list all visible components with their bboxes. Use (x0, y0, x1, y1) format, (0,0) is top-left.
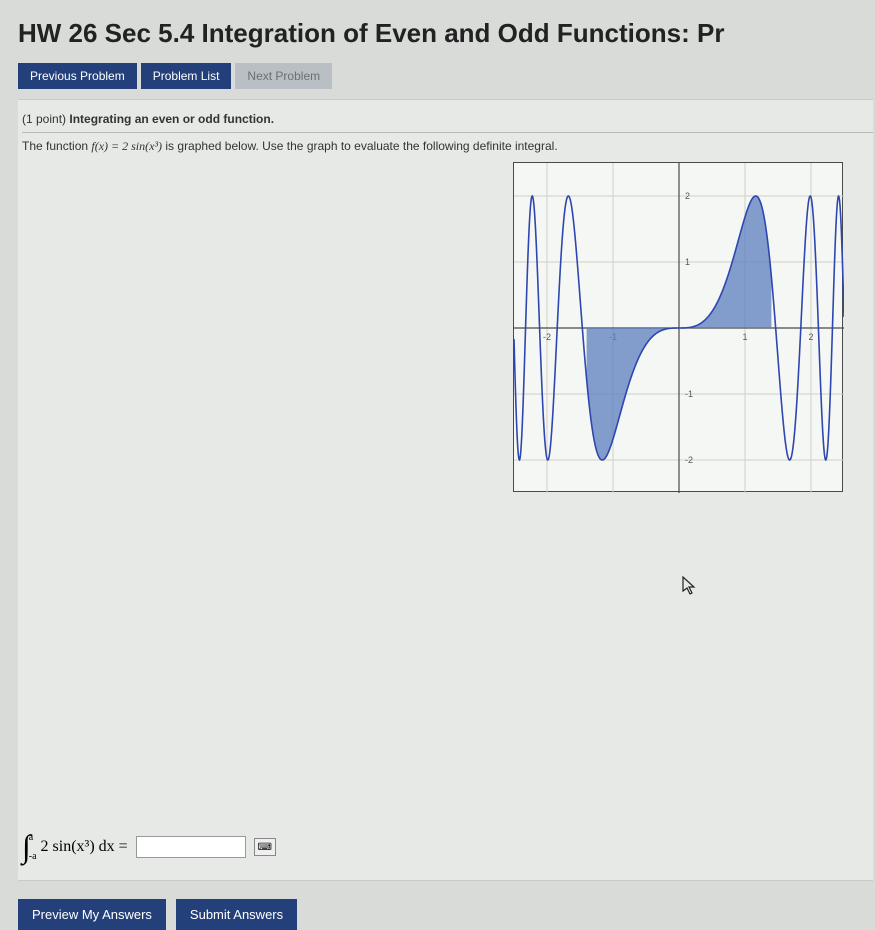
problem-nav: Previous Problem Problem List Next Probl… (18, 63, 875, 89)
svg-text:2: 2 (685, 191, 690, 201)
function-expression: f(x) = 2 sin(x³) (91, 139, 162, 153)
integral-expression: ∫ a -a 2 sin(x³) dx = (22, 832, 128, 862)
footer-buttons: Preview My Answers Submit Answers (18, 899, 875, 930)
points-label: (1 point) (22, 112, 69, 126)
svg-text:-2: -2 (685, 455, 693, 465)
graph-container: -2-112-2-112 (513, 162, 843, 492)
problem-content: (1 point) Integrating an even or odd fun… (18, 99, 873, 881)
integrand-text: 2 sin(x³) dx = (41, 838, 128, 856)
problem-list-button[interactable]: Problem List (141, 63, 232, 89)
problem-subtitle: Integrating an even or odd function. (69, 112, 274, 126)
problem-heading: (1 point) Integrating an even or odd fun… (22, 108, 873, 133)
page-title: HW 26 Sec 5.4 Integration of Even and Od… (18, 18, 875, 49)
integral-symbol: ∫ (22, 834, 31, 860)
problem-statement: The function f(x) = 2 sin(x³) is graphed… (22, 133, 873, 154)
submit-answers-button[interactable]: Submit Answers (176, 899, 297, 930)
svg-text:2: 2 (808, 332, 813, 342)
svg-text:1: 1 (742, 332, 747, 342)
preview-answers-button[interactable]: Preview My Answers (18, 899, 166, 930)
next-problem-button: Next Problem (235, 63, 332, 89)
function-graph: -2-112-2-112 (513, 162, 843, 492)
previous-problem-button[interactable]: Previous Problem (18, 63, 137, 89)
keyboard-icon[interactable]: ⌨ (254, 838, 276, 856)
cursor-icon (682, 576, 698, 601)
svg-text:-1: -1 (685, 389, 693, 399)
statement-part-a: The function (22, 139, 91, 153)
svg-text:-2: -2 (543, 332, 551, 342)
statement-part-b: is graphed below. Use the graph to evalu… (165, 139, 557, 153)
answer-row: ∫ a -a 2 sin(x³) dx = ⌨ (22, 492, 873, 872)
svg-text:1: 1 (685, 257, 690, 267)
answer-input[interactable] (136, 836, 246, 858)
